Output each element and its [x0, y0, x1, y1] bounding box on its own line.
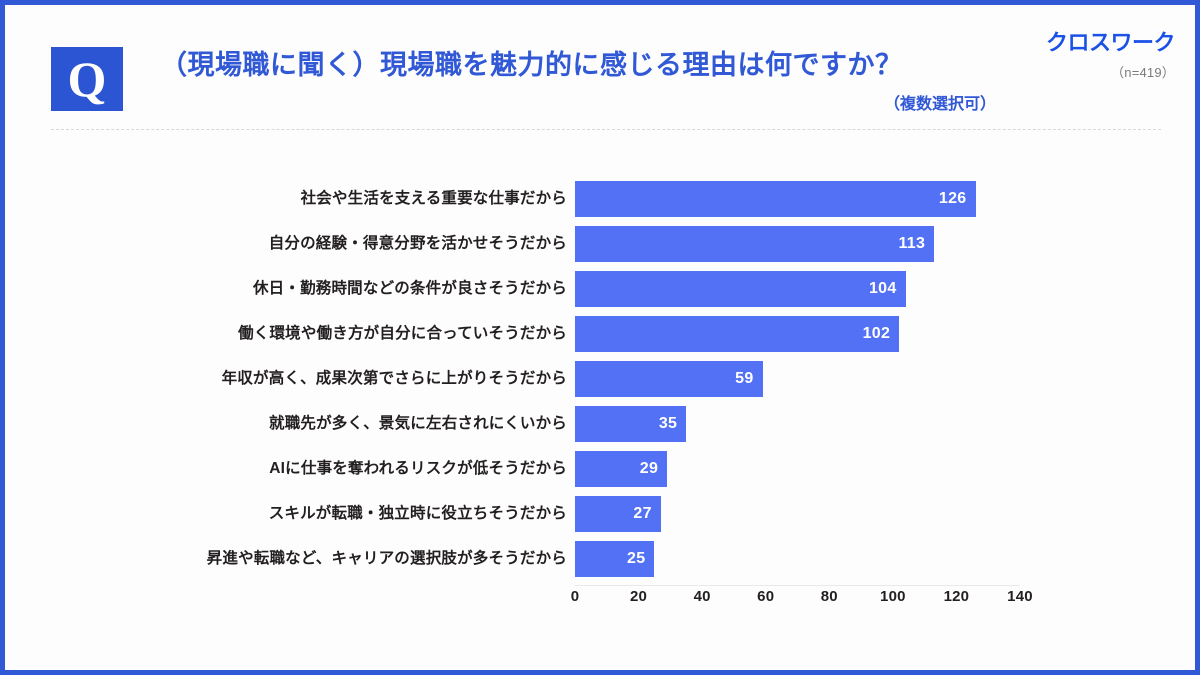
x-axis-tick: 80	[820, 588, 838, 605]
bar-track: 25	[575, 541, 1195, 577]
x-axis: 0 20 40 60 80 100 120 140	[571, 585, 1195, 610]
bar: 59	[575, 361, 763, 397]
bar-track: 35	[575, 406, 1195, 442]
bar-category-label: スキルが転職・独立時に役立ちそうだから	[268, 505, 567, 522]
x-axis-tick: 40	[693, 588, 711, 605]
bar-value-label: 27	[633, 505, 652, 522]
bar-category-label: 年収が高く、成果次第でさらに上がりそうだから	[221, 370, 567, 387]
bar-value-label: 104	[868, 280, 897, 297]
bar-category-label: 自分の経験・得意分野を活かせそうだから	[268, 235, 567, 252]
bar-track: 113	[575, 226, 1195, 262]
bar-category-label: 就職先が多く、景気に左右されにくいから	[269, 415, 567, 432]
bar-row: 社会や生活を支える重要な仕事だから 126	[5, 181, 1195, 217]
sample-size-label: （n=419）	[1111, 65, 1175, 80]
x-axis-tick: 100	[880, 588, 906, 605]
bar-track: 126	[575, 181, 1195, 217]
bar-value-label: 102	[862, 325, 891, 342]
bar: 27	[575, 496, 661, 532]
bar-category-label: AIに仕事を奪われるリスクが低そうだから	[269, 460, 567, 477]
bar: 25	[575, 541, 655, 577]
brand-logo: クロスワーク	[1045, 30, 1176, 55]
bar-row: スキルが転職・独立時に役立ちそうだから 27	[5, 496, 1195, 532]
bar-category-label: 休日・勤務時間などの条件が良さそうだから	[252, 280, 567, 297]
bar-value-label: 25	[627, 550, 646, 567]
bar-track: 59	[575, 361, 1195, 397]
bar-value-label: 126	[938, 190, 967, 207]
bar-track: 27	[575, 496, 1195, 532]
page-inner: Q （現場職に聞く）現場職を魅力的に感じる理由は何ですか？ （複数選択可） クロ…	[5, 5, 1195, 670]
bar: 113	[575, 226, 935, 262]
bar: 126	[575, 181, 976, 217]
bar-value-label: 113	[898, 235, 926, 252]
x-axis-tick: 60	[757, 588, 775, 605]
bar-row: AIに仕事を奪われるリスクが低そうだから 29	[5, 451, 1195, 487]
bar-track: 104	[575, 271, 1195, 307]
bar-row: 働く環境や働き方が自分に合っていそうだから 102	[5, 316, 1195, 352]
bar: 102	[575, 316, 900, 352]
bar: 104	[575, 271, 906, 307]
bar-category-label: 社会や生活を支える重要な仕事だから	[300, 190, 567, 207]
bar-rows: 社会や生活を支える重要な仕事だから 126 自分の経験・得意分野を活かせそうだから 1…	[5, 181, 1195, 586]
bar-category-label: 昇進や転職など、キャリアの選択肢が多そうだから	[206, 550, 567, 567]
page-title: （現場職に聞く）現場職を魅力的に感じる理由は何ですか？	[160, 50, 903, 80]
bar-track: 29	[575, 451, 1195, 487]
bar-value-label: 35	[658, 415, 678, 432]
bar-row: 休日・勤務時間などの条件が良さそうだから 104	[5, 271, 1195, 307]
bar-value-label: 29	[639, 460, 659, 477]
header: Q （現場職に聞く）現場職を魅力的に感じる理由は何ですか？ （複数選択可） クロ…	[5, 5, 1195, 130]
bar-track: 102	[575, 316, 1195, 352]
bar-row: 年収が高く、成果次第でさらに上がりそうだから 59	[5, 361, 1195, 397]
bar: 35	[575, 406, 687, 442]
x-axis-tick: 120	[943, 588, 970, 605]
page-subtitle: （複数選択可）	[883, 95, 996, 113]
bar-row: 就職先が多く、景気に左右されにくいから 35	[5, 406, 1195, 442]
x-axis-tick: 0	[570, 588, 580, 605]
title-block: （現場職に聞く）現場職を魅力的に感じる理由は何ですか？ （複数選択可）	[160, 49, 1000, 114]
brand-block: クロスワーク （n=419）	[1045, 30, 1176, 80]
question-badge: Q	[51, 47, 123, 111]
x-axis-baseline	[575, 585, 1020, 586]
bar-chart: 社会や生活を支える重要な仕事だから 126 自分の経験・得意分野を活かせそうだから 1…	[5, 155, 1195, 625]
bar-row: 自分の経験・得意分野を活かせそうだから 113	[5, 226, 1195, 262]
bar: 29	[575, 451, 668, 487]
bar-value-label: 59	[735, 370, 754, 387]
header-divider	[51, 129, 1161, 130]
x-axis-tick: 20	[630, 588, 648, 605]
x-axis-tick: 140	[1007, 588, 1033, 605]
bar-row: 昇進や転職など、キャリアの選択肢が多そうだから 25	[5, 541, 1195, 577]
bar-category-label: 働く環境や働き方が自分に合っていそうだから	[238, 325, 567, 342]
